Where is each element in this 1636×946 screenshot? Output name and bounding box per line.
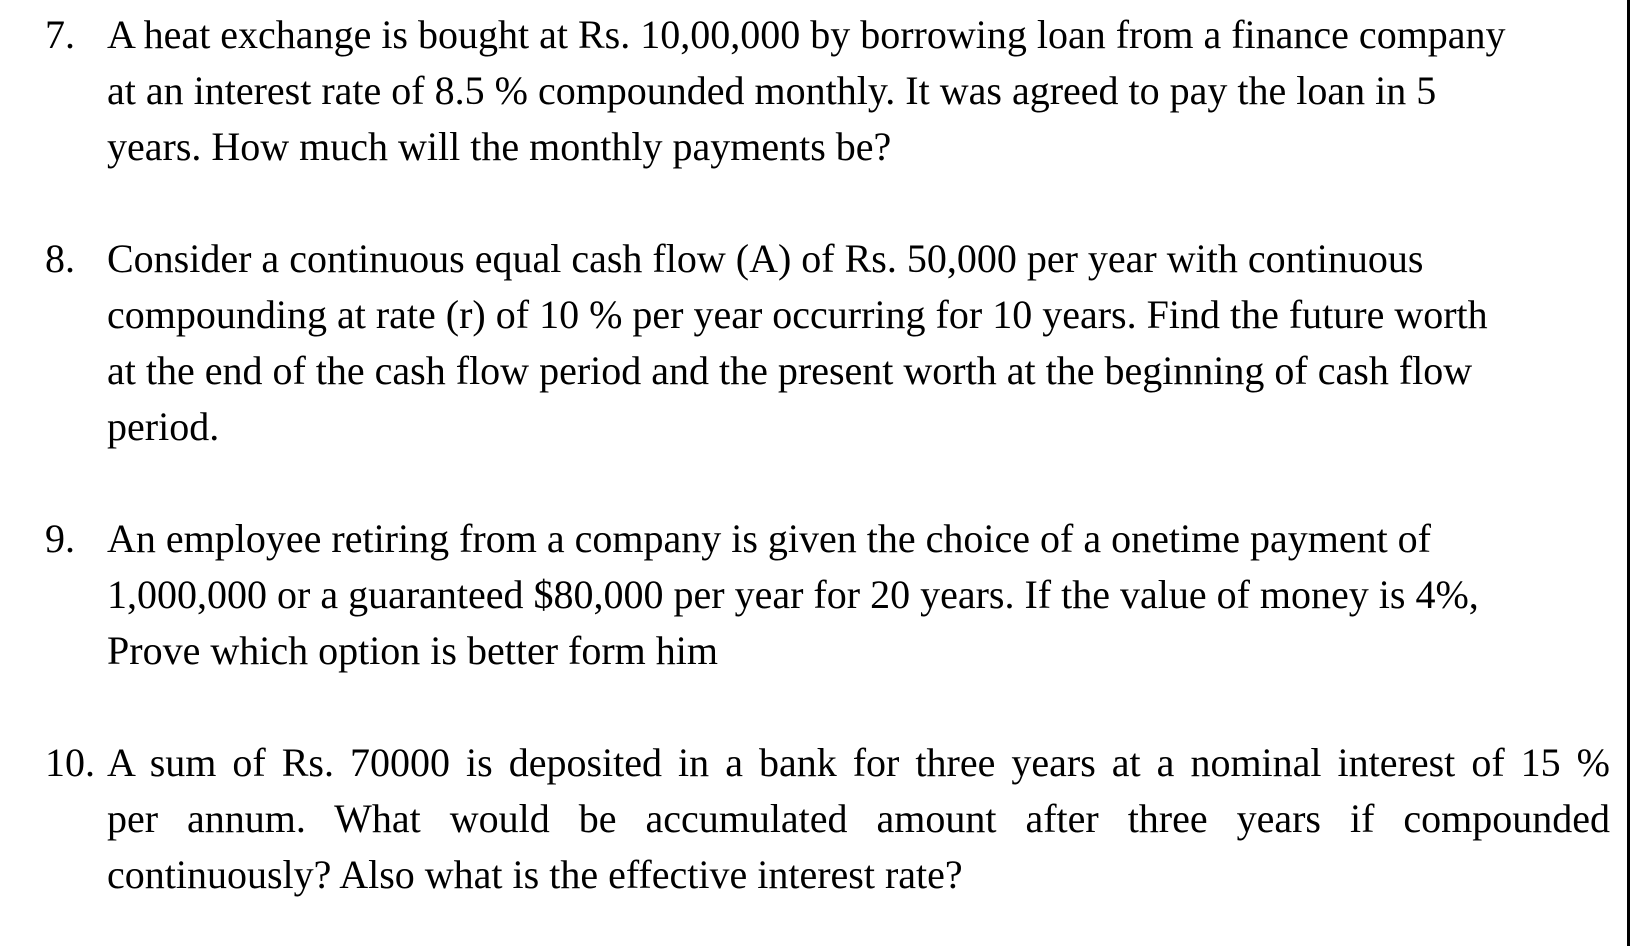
question-line: at an interest rate of 8.5 % compounded …: [107, 68, 1437, 113]
question-item-9: 9. An employee retiring from a company i…: [45, 511, 1610, 679]
question-item-7: 7. A heat exchange is bought at Rs. 10,0…: [45, 7, 1610, 175]
question-item-10: 10. A sum of Rs. 70000 is deposited in a…: [45, 735, 1610, 903]
question-line: Prove which option is better form him: [107, 628, 719, 673]
question-line: Consider a continuous equal cash flow (A…: [107, 236, 1424, 281]
question-line: per annum. What would be accumulated amo…: [107, 796, 1610, 841]
question-line: 1,000,000 or a guaranteed $80,000 per ye…: [107, 572, 1479, 617]
question-text: A heat exchange is bought at Rs. 10,00,0…: [107, 7, 1610, 175]
question-line: An employee retiring from a company is g…: [107, 516, 1432, 561]
question-line: at the end of the cash flow period and t…: [107, 348, 1473, 393]
question-text: Consider a continuous equal cash flow (A…: [107, 231, 1610, 455]
question-line: period.: [107, 404, 220, 449]
question-line: A sum of Rs. 70000 is deposited in a ban…: [107, 740, 1610, 785]
question-line: compounding at rate (r) of 10 % per year…: [107, 292, 1488, 337]
question-number: 8.: [45, 236, 75, 281]
question-number: 7.: [45, 12, 75, 57]
question-item-8: 8. Consider a continuous equal cash flow…: [45, 231, 1610, 455]
page-right-border: [1627, 0, 1630, 946]
question-line: continuously? Also what is the effective…: [107, 852, 963, 897]
question-line: A heat exchange is bought at Rs. 10,00,0…: [107, 12, 1506, 57]
question-text: A sum of Rs. 70000 is deposited in a ban…: [107, 735, 1610, 903]
question-number: 10.: [45, 740, 95, 785]
question-text: An employee retiring from a company is g…: [107, 511, 1610, 679]
question-line: years. How much will the monthly payment…: [107, 124, 892, 169]
question-number: 9.: [45, 516, 75, 561]
document-page: 7. A heat exchange is bought at Rs. 10,0…: [45, 7, 1610, 903]
